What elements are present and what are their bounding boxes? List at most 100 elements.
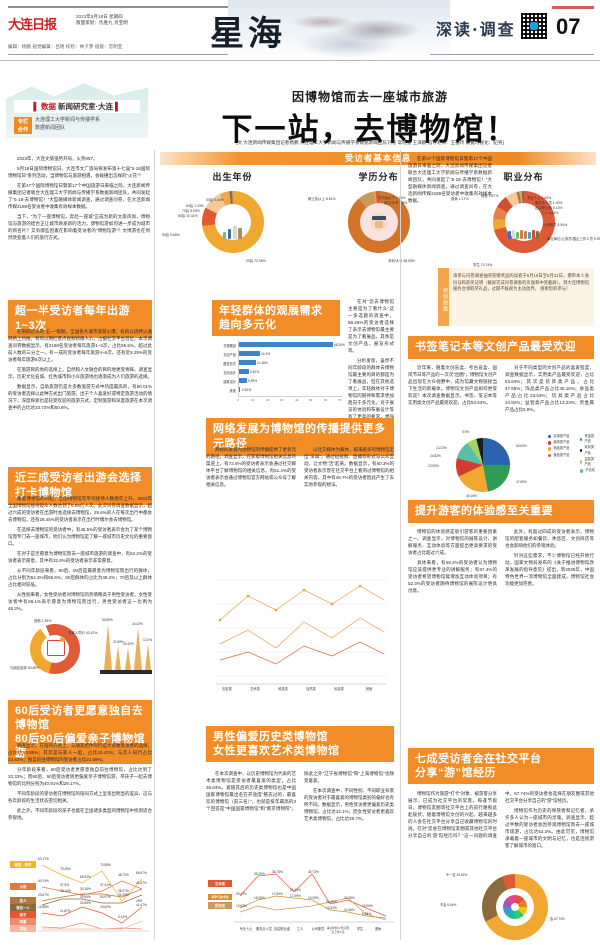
- chart-museum-type-grid: 历史类 艺术类 科技类 自然类 民俗类 其他: [206, 560, 394, 700]
- person-child: [223, 232, 227, 239]
- museum-choice-p5: 从性别来看，女性受访者对博物馆的热情略高于男性受访者，女性受访者中有56.1%表…: [8, 592, 152, 611]
- travel-freq-p3: 数据显示，自助旅游仍是大多数旅游方式中热度最高的，有90.01%的受访者选择以此…: [8, 384, 152, 410]
- bar-cat-3: 互动设计: [223, 371, 236, 375]
- chart-occupation-lines: 艺术类 科学与技术类 历史类 25.47% 35.29% 34.75% 26.4…: [206, 852, 396, 940]
- bar-0: [238, 342, 333, 347]
- section-heading-social-share: 七成受访者会在社交平台 分享“游”馆经历: [408, 748, 594, 784]
- age-label-s1-x3: 37.41%: [100, 883, 111, 887]
- bar-tick-3: 30: [280, 398, 284, 402]
- editor-line: 版面策划：仇胜九 肖宝明: [76, 20, 128, 25]
- avatar-face: [374, 221, 383, 228]
- experience-p1: 博物馆的体验感是吸引游客的重要因素之一。调查显示，对博物馆的展陈设计、讲解服务、…: [408, 529, 497, 555]
- section-heading-network: 网络发展为博物馆的传播提供更多元路径: [206, 418, 394, 456]
- article-60s-80s: 调查显示，在陪同方式上，与朋友结伴同行是大多数受访者的选择，占比达53.89%；…: [8, 742, 152, 824]
- paper-logo[interactable]: 大连日报: [8, 18, 57, 33]
- tower-value-1: 21.59%: [113, 640, 124, 644]
- occupation-label-worker: 工人 6.64%: [541, 211, 559, 215]
- legend-swatch-3: [548, 453, 552, 457]
- bar-val-5: 0.52%: [242, 387, 252, 392]
- companion-label-other: 其他 1.39%: [34, 619, 52, 623]
- legend-item-6: 益智类产品: [580, 457, 596, 467]
- byline: [文 大连新闻传媒集团记者杨鹏 大连理工大学新闻与传播学系数据新闻团队刘卷 常瑶…: [236, 140, 504, 145]
- banner-artwork: [228, 0, 450, 58]
- age-legend-alone: 我自一人: [10, 904, 36, 911]
- bar-val-1: 14.3%: [261, 351, 271, 356]
- tower-bar-0: [104, 624, 112, 670]
- tower-value-0: 53.89%: [102, 618, 113, 622]
- qr-code-icon[interactable]: [520, 12, 548, 40]
- occ-label-s1-x0: 13.63%: [236, 904, 247, 908]
- occupation-label-service: 服务业人员 1.40%: [535, 201, 563, 205]
- age-label-s0-x5: 66.67%: [136, 871, 147, 875]
- bar-val-3: 6.62%: [250, 369, 260, 374]
- age-line-plot: [38, 864, 150, 932]
- person-elder: [238, 228, 242, 239]
- chart-birth-year-title: 出生年份: [212, 172, 253, 182]
- occ-cat-3: 工人: [296, 927, 304, 931]
- age-label-s0-x3: 70.58%: [100, 863, 111, 867]
- museum-grid-plot: [216, 579, 386, 685]
- education-label-highschool: 高中/中专 1.8%: [384, 201, 408, 205]
- research-lab-badge: ▌ 数据 新闻研究室·大连 ▌ 专栏 合作 大连理工大学新闻与传播学系 数据新闻团队: [6, 82, 148, 138]
- badge-title-bar: ▌ 数据 新闻研究室·大连 ▌: [14, 100, 140, 113]
- occupation-label-student: 学生 70.74%: [473, 263, 493, 267]
- social-label-maybe: 不一定 25.62%: [446, 873, 468, 877]
- worker-icon-2: [512, 230, 515, 239]
- occ-cat-0: 专业人士: [239, 927, 253, 931]
- birth-year-label-80s: 80后 10.41%: [178, 214, 198, 218]
- masthead-rule-bottom: [8, 54, 283, 55]
- article-cultural-products: 近年来，随着文创盲盒、考古盲盒、国风节日等产品的一次次“出圈”，博物馆文创产品出…: [408, 364, 594, 413]
- intro-p3: 在第47个国际博物馆日暨第17个中国旅游日来临之际，大连新闻传媒集团记者联合大连…: [8, 183, 150, 209]
- intro-text: 2023年，大连文旅强势开局，火热057。 5月18日国际博物馆日，大连市文广旅…: [8, 155, 150, 244]
- occupation-label-freelance: 自由职业者 6.13%: [535, 206, 563, 210]
- chart-young-demand: 文物展品 68.26% 文创产品 14.3% 展览形式 11.45% 互动设计 …: [210, 340, 346, 410]
- gender-p1: 在本次调查中，以历史博物馆为代表的艺术类博物馆是受访者最喜爱的类型，占比36.0…: [206, 771, 394, 811]
- intro-p4: 当下，“为了一座博物馆，奔赴一座城”正成为新的文旅风尚，博物馆与旅游的结合正让城…: [8, 214, 150, 240]
- bar-chart-x-axis: [238, 396, 342, 397]
- bar-tick-6: 60: [324, 398, 328, 402]
- cultural-pie-legend-2: 贵金属产品 玩具类产品 益智类产品 不喜欢: [580, 434, 596, 474]
- worker-icon-3: [516, 232, 519, 239]
- tower-bar-4: [145, 644, 151, 670]
- age-p3: 不同年龄段的受访者在博物馆的陪同方式上呈现出明显的差异，这与各年龄段的生活状态密…: [8, 791, 152, 803]
- occ-label-s0-x6: 21.09%: [344, 896, 355, 900]
- bar-chart-y-axis: [238, 340, 239, 396]
- graduation-cap-icon: [371, 216, 386, 220]
- right-intro-text: 在第47个国际博物馆日暨第17个中国旅游日来临之际，大连新闻传媒集团记者联合大连…: [408, 155, 492, 207]
- badge-tag: 专栏 合作: [14, 117, 32, 134]
- social-label-no: 不会 6.64%: [440, 903, 457, 907]
- column-rule-1: [154, 150, 155, 940]
- age-label-s2-x1: 28.14%: [60, 889, 71, 893]
- museum-choice-p4: 从不同年龄层来看，90后、00后是最愿意为博物馆而出行的群体，占比分别为54.3…: [8, 568, 152, 587]
- bar-val-0: 68.26%: [334, 342, 345, 347]
- occupation-label-professional: 专业人士 6.64%: [527, 196, 552, 200]
- pie-val-1: 47.65%: [516, 480, 527, 484]
- article-experience: 博物馆的体验感是吸引游客的重要因素之一。调查显示，对博物馆的展陈设计、讲解服务、…: [408, 528, 594, 594]
- network-p1: 网络的发展为博物馆的传播提供了更多元的路径。调查显示，在获取博物馆相关信息的渠道…: [206, 447, 296, 487]
- occupation-label-retired: 退休 1.17%: [451, 197, 469, 201]
- bar-1: [238, 351, 260, 356]
- worker-icon-5: [524, 231, 527, 239]
- intro-p2: 5月18日国际博物馆日，大连市文广旅局将发布第十七届“5·18国际博物馆日”系列…: [8, 166, 150, 178]
- article-social-share: 博物馆作为旅游“打卡”对象，被游客分享展示，已成为社交平台的常客。每逢节假日，博…: [408, 790, 594, 849]
- cultural-p2: 对于不同类型的文创产品的喜爱程度，调查数据显示，实用类产品最受欢迎，占比53.6…: [505, 365, 594, 412]
- bar-tick-2: 20: [266, 398, 270, 402]
- pie-val-6: 13.23%: [436, 446, 447, 450]
- bar-tick-0: 0: [237, 398, 239, 402]
- occ-label-s1-x3: 17.09%: [290, 894, 301, 898]
- birth-year-label-70s: 70后 5.09%: [182, 209, 200, 213]
- pie-val-4: 5.9%: [462, 430, 470, 434]
- bar-val-4: 5.39%: [248, 378, 258, 383]
- article-travel-frequency: 在刚刚过去的“五一”假期，全国各大城市旅游火爆，有的以烧烤火遍网络上热搜，有的以…: [8, 328, 152, 414]
- pie-val-3: 23.53%: [428, 464, 439, 468]
- tower-bar-2: [125, 648, 131, 670]
- badge-tick-right: ▌: [115, 102, 121, 111]
- occ-legend-history: 历史类: [208, 902, 232, 909]
- pie-val-0: 53.63%: [516, 444, 527, 448]
- social-label-yes: 会 67.74%: [550, 917, 565, 921]
- column-rule-2: [400, 150, 401, 940]
- right-intro-p1: 在第47个国际博物馆日暨第17个中国旅游日来临之际，大连新闻传媒集团记者联合大连…: [408, 156, 492, 203]
- section-heading-museum-choice: 近三成受访者出游会选择打卡博物馆: [8, 467, 152, 505]
- bar-cat-2: 展览形式: [223, 362, 236, 366]
